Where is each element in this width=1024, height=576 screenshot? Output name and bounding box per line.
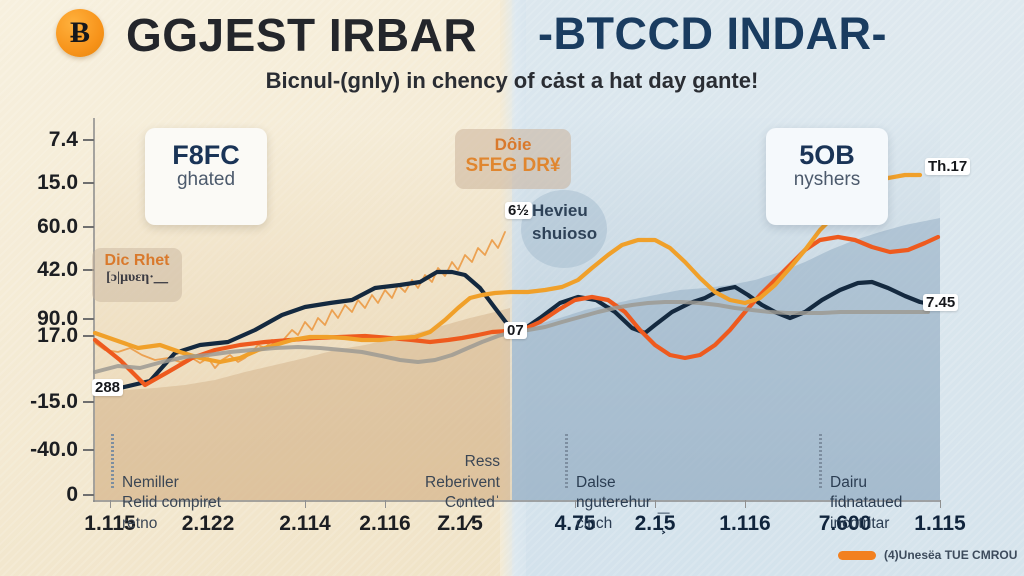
note-column-3-rule — [565, 434, 568, 488]
annotation-badge-tan: Dôie SFEG DR¥ — [455, 129, 571, 189]
x-axis-tick-mark-6 — [655, 500, 656, 508]
note-column-4: Dairu fidnataued incotritar — [819, 432, 990, 534]
x-axis-tick-8: 7.600 — [818, 512, 872, 535]
stat-card-right[interactable]: 5OB nyshers — [766, 128, 888, 225]
note-column-2-text: Ress Reberivent Contedˈ — [425, 453, 500, 512]
x-axis-tick-mark-7 — [745, 500, 746, 508]
annotation-blob-text: Hevieu shuioso — [532, 200, 642, 246]
x-axis-tick-mark-8 — [845, 500, 846, 508]
y-axis-line — [93, 118, 95, 502]
y-axis-tick-5: 17.0 — [0, 324, 94, 348]
legend-swatch-icon — [838, 550, 876, 560]
y-axis-tick-3: 42.0 — [0, 258, 94, 282]
x-axis-tick-1: 2.122 — [181, 512, 235, 535]
y-axis-tick-1: 15.0 — [0, 171, 94, 195]
x-axis-tick-4: Z.1⁄5 — [437, 512, 483, 535]
annotation-blob-shape — [521, 190, 607, 268]
bitcoin-icon-glyph: Ƀ — [69, 16, 90, 49]
area-fill-left — [95, 308, 510, 500]
annotation-badge-tan-line1: Dôie — [494, 135, 532, 154]
legend-label: (4)Unesёa TUE CMROU — [884, 548, 1018, 562]
annotation-blob-line2: shuioso — [532, 223, 598, 243]
y-axis-tick-mark-7 — [83, 449, 94, 451]
y-axis-tick-mark-3 — [83, 269, 94, 271]
x-axis-tick-mark-5 — [575, 500, 576, 508]
stat-card-right-label: nyshers — [793, 169, 861, 191]
note-column-4-text: Dairu fidnataued incotritar — [830, 473, 903, 532]
area-fill-right — [512, 218, 940, 500]
note-column-1-rule — [111, 434, 114, 488]
y-axis-tick-mark-6 — [83, 401, 94, 403]
stat-card-left-label: ghated — [176, 169, 236, 191]
stat-card-left[interactable]: F8FC ghated — [145, 128, 267, 225]
stat-card-right-value: 5OB — [799, 140, 855, 170]
x-axis-tick-mark-3 — [385, 500, 386, 508]
note-column-1: Nemiller Relid compiret retno — [111, 432, 272, 534]
data-point-label-2: 07 — [504, 322, 527, 339]
note-column-4-rule — [819, 434, 822, 488]
x-axis-tick-mark-0 — [110, 500, 111, 508]
y-axis-tick-mark-4 — [83, 318, 94, 320]
note-column-3: Dalse nguterehur cinch — [565, 432, 726, 534]
page-title-left: GGJEST IRBAR — [126, 9, 478, 61]
annotation-badge-tan-line2: SFEG DR¥ — [465, 154, 561, 176]
y-axis-tick-8: 0 — [0, 483, 94, 507]
stat-card-left-value: F8FC — [172, 140, 240, 170]
x-axis-tick-9: 1.115 — [914, 512, 966, 535]
series-line-gray — [93, 300, 930, 374]
annotation-badge-dic-line2: [ɔ|μυεη·⸏ — [106, 269, 168, 285]
y-axis-tick-mark-1 — [83, 182, 94, 184]
series-line-light-orange-volatile — [94, 231, 506, 369]
data-point-label-1: 6½ — [505, 202, 532, 219]
data-point-label-3: Th.17 — [925, 158, 971, 175]
y-axis-tick-0: 7.4 — [0, 128, 94, 152]
x-axis-tick-mark-1 — [208, 500, 209, 508]
legend[interactable]: (4)Unesёa TUE CMROU — [838, 548, 1017, 562]
x-axis-tick-mark-9 — [940, 500, 941, 508]
page-title-right: -BTCCD INDAR- — [538, 8, 887, 59]
annotation-badge-dic-line1: Dic Rhet — [104, 252, 170, 269]
x-axis-tick-mark-4 — [460, 500, 461, 508]
annotation-badge-dic: Dic Rhet [ɔ|μυεη·⸏ — [92, 248, 182, 302]
y-axis-tick-mark-2 — [83, 226, 94, 228]
y-axis-tick-6: -15.0 — [0, 390, 94, 414]
note-column-2: Ress Reberivent Contedˈ — [350, 432, 500, 514]
x-axis-tick-0: 1.115 — [84, 512, 136, 535]
page-subtitle: Bicnul-(gnly) in chency of cȧst a hat d… — [265, 68, 759, 93]
x-axis-tick-6: 2.1͕̅5 — [634, 512, 676, 535]
y-axis-tick-mark-8 — [83, 494, 94, 496]
bitcoin-icon: Ƀ — [56, 9, 104, 57]
series-line-navy — [92, 269, 938, 391]
x-axis-tick-2: 2.114 — [279, 512, 331, 535]
y-axis-tick-mark-0 — [83, 139, 94, 141]
x-axis-line — [93, 500, 941, 502]
x-axis-tick-5: 4.75 — [554, 512, 596, 535]
note-column-1-text: Nemiller Relid compiret retno — [122, 473, 222, 532]
data-point-label-0: 288 — [92, 379, 124, 396]
header: Ƀ GGJEST IRBAR -BTCCD INDAR- Bicnul-(gnl… — [0, 0, 1024, 112]
x-axis-tick-3: 2.116 — [359, 512, 411, 535]
y-axis-tick-labels: 7.4 15.0 60.0 42.0 90.0 17.0 -15.0 -40.0 0 — [0, 0, 94, 576]
y-axis-tick-4: 90.0 — [0, 307, 94, 331]
data-point-label-4: 7.45 — [923, 294, 959, 311]
y-axis-tick-mark-5 — [83, 335, 94, 337]
x-axis-tick-mark-2 — [305, 500, 306, 508]
note-column-3-text: Dalse nguterehur cinch — [576, 473, 651, 532]
annotation-blob-line1: Hevieu — [532, 201, 588, 220]
y-axis-tick-7: -40.0 — [0, 438, 94, 462]
y-axis-tick-2: 60.0 — [0, 215, 94, 239]
x-axis-tick-7: 1.116 — [719, 512, 771, 535]
